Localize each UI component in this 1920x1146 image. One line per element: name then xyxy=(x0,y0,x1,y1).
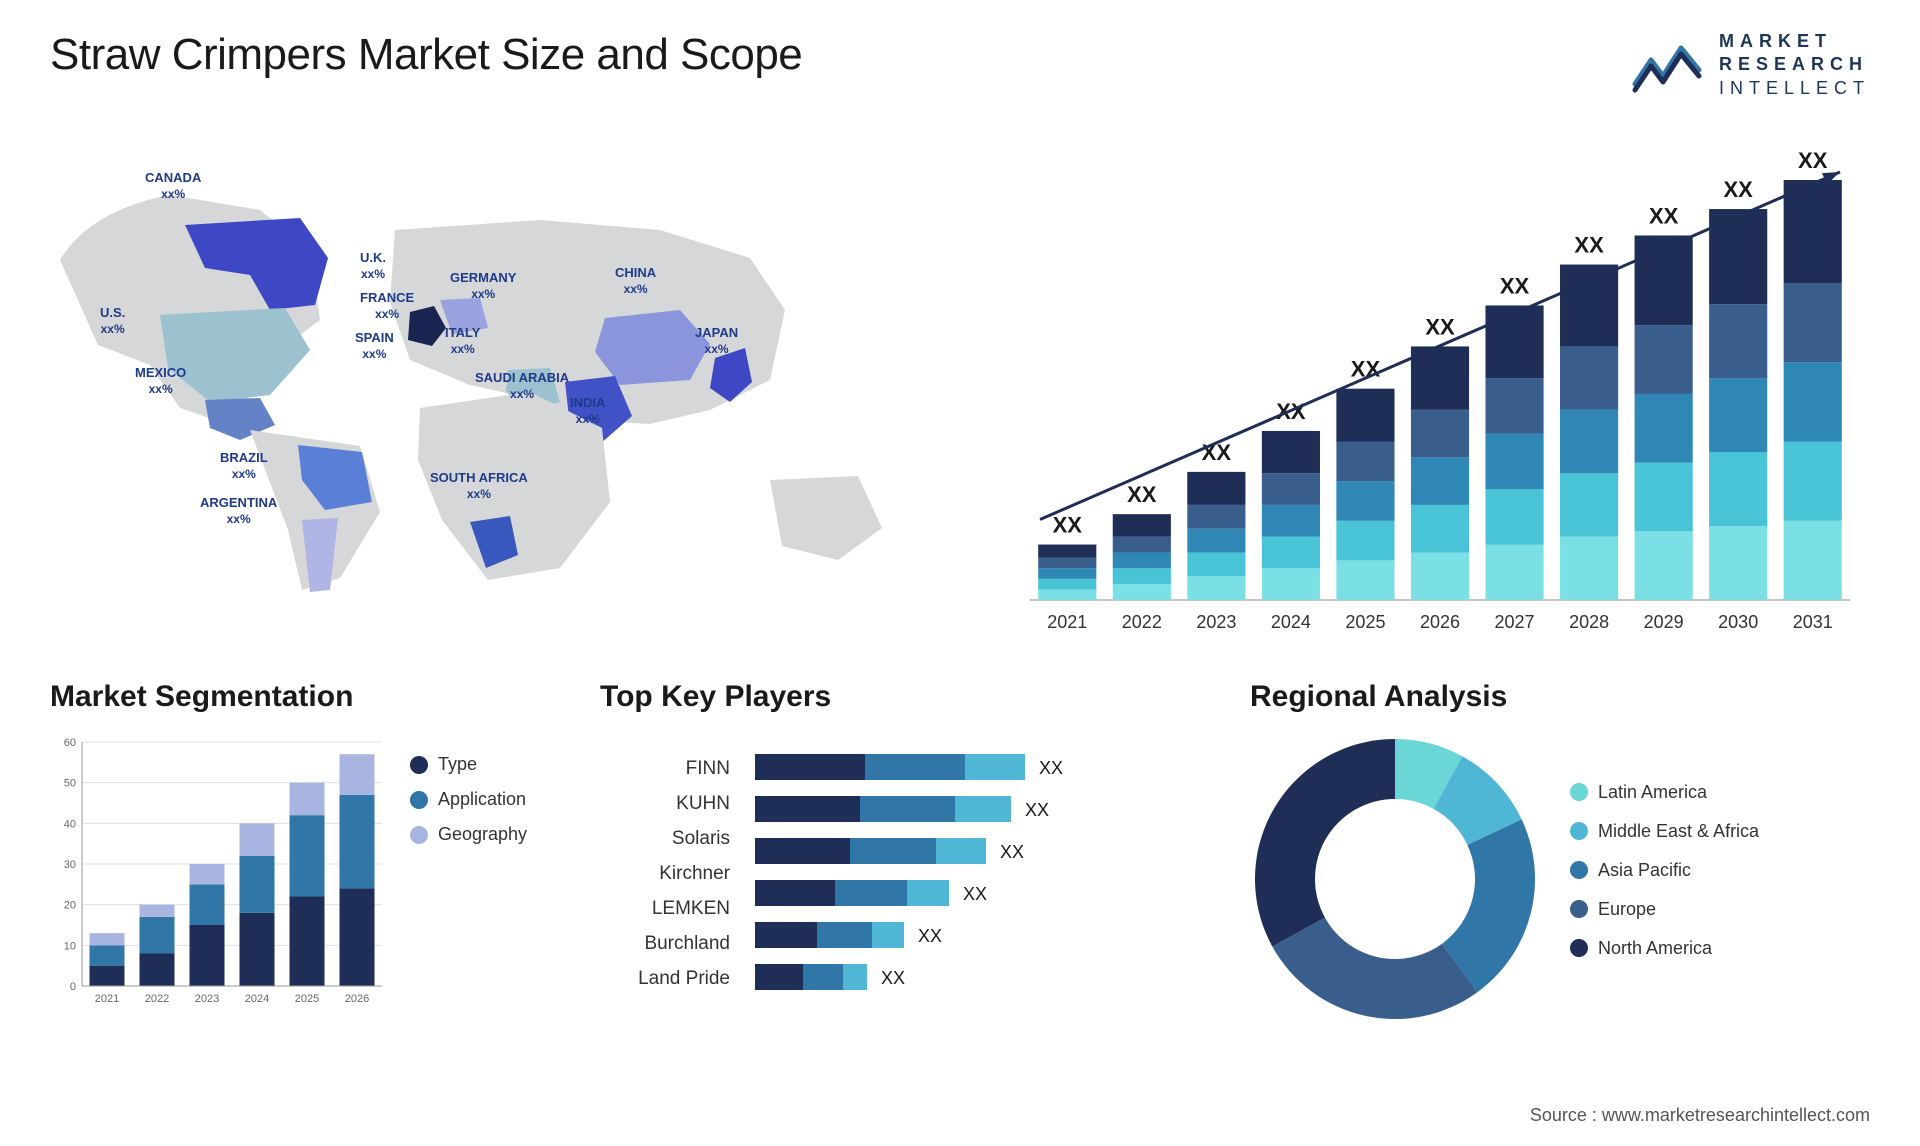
svg-text:2026: 2026 xyxy=(1420,612,1460,632)
logo-icon xyxy=(1631,36,1707,94)
svg-text:XX: XX xyxy=(1574,233,1604,258)
header: Straw Crimpers Market Size and Scope MAR… xyxy=(50,30,1870,100)
svg-text:40: 40 xyxy=(64,819,76,831)
svg-text:2024: 2024 xyxy=(1271,612,1311,632)
svg-text:XX: XX xyxy=(1025,800,1049,820)
player-name: LEMKEN xyxy=(600,898,730,920)
map-label: ITALYxx% xyxy=(445,325,480,356)
svg-text:XX: XX xyxy=(918,926,942,946)
regional-legend: Latin America Middle East & Africa Asia Pa… xyxy=(1570,782,1759,977)
segmentation-title: Market Segmentation xyxy=(50,680,570,714)
svg-text:10: 10 xyxy=(64,941,76,953)
svg-text:2027: 2027 xyxy=(1495,612,1535,632)
forecast-chart: XX 2021 XX 2022 XX 2023 XX 2024 XX 2025 XX 2026 XX 20… xyxy=(1010,150,1870,650)
logo-text: MARKET RESEARCH INTELLECT xyxy=(1719,30,1870,100)
map-label: BRAZILxx% xyxy=(220,450,268,481)
svg-text:2030: 2030 xyxy=(1718,612,1758,632)
players-panel: Top Key Players FINN KUHN Solaris Kirchner L… xyxy=(600,680,1220,1060)
regional-title: Regional Analysis xyxy=(1250,680,1870,714)
svg-text:60: 60 xyxy=(64,737,76,749)
segmentation-panel: Market Segmentation 0 10 20 30 40 50 60 2021 202… xyxy=(50,680,570,1060)
svg-text:XX: XX xyxy=(1425,315,1455,340)
player-name: Burchland xyxy=(600,933,730,955)
player-name: Land Pride xyxy=(600,968,730,990)
svg-text:XX: XX xyxy=(963,884,987,904)
legend-item: North America xyxy=(1570,938,1759,959)
svg-text:XX: XX xyxy=(1039,758,1063,778)
svg-text:2025: 2025 xyxy=(295,993,319,1005)
svg-text:2022: 2022 xyxy=(1122,612,1162,632)
svg-text:XX: XX xyxy=(1500,274,1530,299)
map-label: FRANCExx% xyxy=(360,290,414,321)
map-label: JAPANxx% xyxy=(695,325,738,356)
svg-text:XX: XX xyxy=(1000,842,1024,862)
forecast-chart-panel: XX 2021 XX 2022 XX 2023 XX 2024 XX 2025 XX 2026 XX 20… xyxy=(1010,130,1870,650)
map-label: U.S.xx% xyxy=(100,305,125,336)
svg-text:20: 20 xyxy=(64,900,76,912)
page-title: Straw Crimpers Market Size and Scope xyxy=(50,30,802,80)
legend-item: Asia Pacific xyxy=(1570,860,1759,881)
svg-text:2021: 2021 xyxy=(95,993,119,1005)
map-label: MEXICOxx% xyxy=(135,365,186,396)
svg-text:2023: 2023 xyxy=(1196,612,1236,632)
svg-text:XX: XX xyxy=(1724,177,1754,202)
svg-text:2025: 2025 xyxy=(1345,612,1385,632)
world-map-panel: CANADAxx% U.S.xx% MEXICOxx% BRAZILxx% ARGENT… xyxy=(50,130,970,650)
map-label: INDIAxx% xyxy=(570,395,605,426)
svg-text:2029: 2029 xyxy=(1644,612,1684,632)
map-label: ARGENTINAxx% xyxy=(200,495,277,526)
source-line: Source : www.marketresearchintellect.com xyxy=(1530,1105,1870,1126)
legend-item: Application xyxy=(410,789,527,810)
player-name: KUHN xyxy=(600,793,730,815)
map-label: U.K.xx% xyxy=(360,250,386,281)
regional-panel: Regional Analysis Latin America Middle Ea… xyxy=(1250,680,1870,1060)
player-name: Solaris xyxy=(600,828,730,850)
player-name: Kirchner xyxy=(600,863,730,885)
players-list: FINN KUHN Solaris Kirchner LEMKEN Burchland La… xyxy=(600,734,730,1034)
svg-text:0: 0 xyxy=(70,981,76,993)
svg-text:2031: 2031 xyxy=(1793,612,1833,632)
svg-text:2026: 2026 xyxy=(345,993,369,1005)
svg-text:XX: XX xyxy=(1053,513,1083,538)
svg-text:2024: 2024 xyxy=(245,993,269,1005)
svg-text:2023: 2023 xyxy=(195,993,219,1005)
legend-item: Geography xyxy=(410,824,527,845)
segmentation-legend: Type Application Geography xyxy=(410,734,527,1014)
players-chart: XX XX XX XX XX XX xyxy=(750,734,1220,1034)
svg-text:2022: 2022 xyxy=(145,993,169,1005)
map-label: GERMANYxx% xyxy=(450,270,516,301)
svg-text:50: 50 xyxy=(64,778,76,790)
segmentation-chart: 0 10 20 30 40 50 60 2021 2022 2023 2024 2025 2026 xyxy=(50,734,390,1014)
legend-item: Type xyxy=(410,754,527,775)
legend-item: Latin America xyxy=(1570,782,1759,803)
svg-text:XX: XX xyxy=(1127,482,1157,507)
map-label: SPAINxx% xyxy=(355,330,394,361)
top-row: CANADAxx% U.S.xx% MEXICOxx% BRAZILxx% ARGENT… xyxy=(50,130,1870,650)
bottom-row: Market Segmentation 0 10 20 30 40 50 60 2021 202… xyxy=(50,680,1870,1060)
svg-text:XX: XX xyxy=(881,968,905,988)
svg-text:2028: 2028 xyxy=(1569,612,1609,632)
donut-chart xyxy=(1250,734,1540,1024)
map-label: SAUDI ARABIAxx% xyxy=(475,370,569,401)
svg-text:2021: 2021 xyxy=(1047,612,1087,632)
map-label: CANADAxx% xyxy=(145,170,201,201)
legend-item: Middle East & Africa xyxy=(1570,821,1759,842)
player-name: FINN xyxy=(600,758,730,780)
svg-text:XX: XX xyxy=(1798,150,1828,173)
svg-text:30: 30 xyxy=(64,859,76,871)
map-label: SOUTH AFRICAxx% xyxy=(430,470,528,501)
svg-text:XX: XX xyxy=(1649,204,1679,229)
map-label: CHINAxx% xyxy=(615,265,656,296)
legend-item: Europe xyxy=(1570,899,1759,920)
players-title: Top Key Players xyxy=(600,680,1220,714)
logo: MARKET RESEARCH INTELLECT xyxy=(1631,30,1870,100)
